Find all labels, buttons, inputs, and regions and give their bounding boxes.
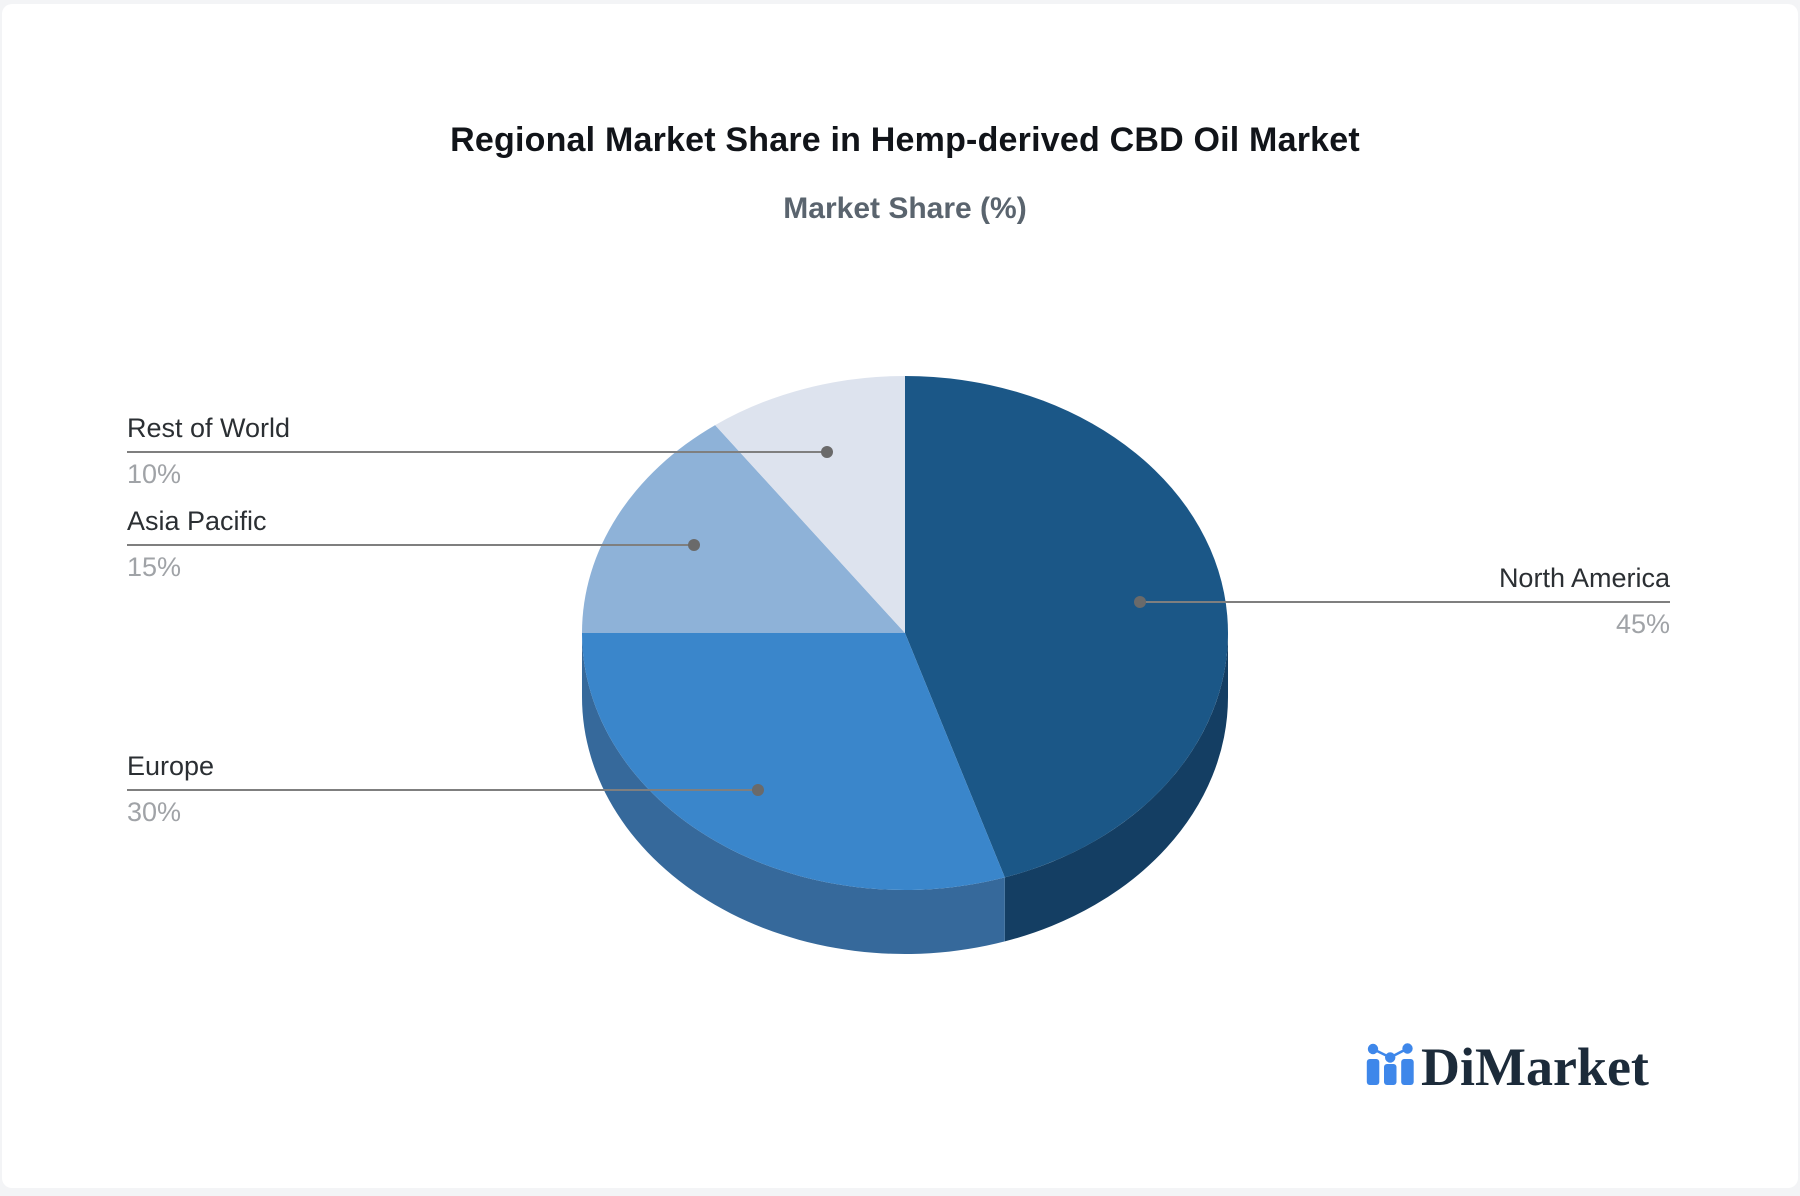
callout-label-rest-of-world: Rest of World — [127, 413, 291, 443]
pie-slice-asia-pacific[interactable] — [582, 425, 905, 633]
pie-slice-side-north-america — [1004, 633, 1228, 942]
pie-slice-north-america[interactable] — [905, 376, 1228, 878]
bar-line-chart-icon — [1366, 1043, 1414, 1085]
callout-percent-europe: 30% — [127, 797, 182, 827]
pie-slice-rest-of-world[interactable] — [715, 376, 905, 633]
callout-percent-asia-pacific: 15% — [127, 552, 182, 582]
pie-slice-europe[interactable] — [582, 633, 1005, 890]
brand-logo: DiMarket — [1366, 1040, 1649, 1094]
callout-dot-asia-pacific — [688, 539, 700, 551]
callout-dot-north-america — [1134, 596, 1146, 608]
callout-label-europe: Europe — [127, 751, 215, 781]
callout-label-asia-pacific: Asia Pacific — [127, 506, 267, 536]
pie-slice-side-europe — [582, 633, 1005, 955]
callout-label-north-america: North America — [1498, 563, 1670, 593]
callout-percent-rest-of-world: 10% — [127, 459, 182, 489]
brand-logo-text: DiMarket — [1421, 1037, 1649, 1097]
callout-dot-europe — [752, 784, 764, 796]
chart-subtitle: Market Share (%) — [783, 192, 1027, 225]
callout-percent-north-america: 45% — [1615, 609, 1670, 639]
chart-title: Regional Market Share in Hemp-derived CB… — [450, 121, 1360, 159]
callout-dot-rest-of-world — [821, 446, 833, 458]
